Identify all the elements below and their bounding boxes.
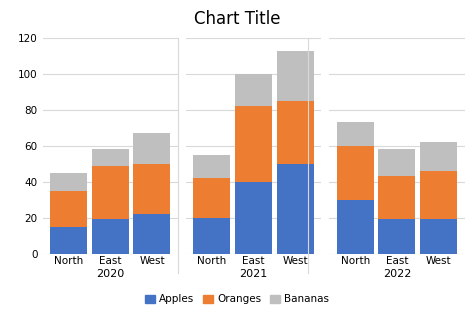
Bar xyxy=(420,219,457,254)
Bar xyxy=(50,227,87,254)
X-axis label: 2020: 2020 xyxy=(96,269,124,279)
Bar xyxy=(277,51,314,101)
Bar xyxy=(193,218,230,254)
Bar xyxy=(378,176,415,219)
Bar xyxy=(134,164,171,214)
X-axis label: 2022: 2022 xyxy=(383,269,411,279)
Bar xyxy=(92,149,129,165)
X-axis label: 2021: 2021 xyxy=(239,269,268,279)
Bar xyxy=(92,165,129,219)
Bar xyxy=(378,149,415,176)
Bar xyxy=(50,173,87,191)
Bar xyxy=(134,214,171,254)
Legend: Apples, Oranges, Bananas: Apples, Oranges, Bananas xyxy=(140,290,334,309)
Bar xyxy=(193,155,230,178)
Bar xyxy=(337,146,374,200)
Bar xyxy=(378,219,415,254)
Text: Chart Title: Chart Title xyxy=(194,10,280,28)
Bar xyxy=(235,74,272,106)
Bar xyxy=(134,133,171,164)
Bar xyxy=(420,171,457,219)
Bar xyxy=(92,219,129,254)
Bar xyxy=(420,142,457,171)
Bar xyxy=(235,182,272,254)
Bar xyxy=(337,200,374,254)
Bar xyxy=(337,122,374,146)
Bar xyxy=(277,101,314,164)
Bar xyxy=(50,191,87,227)
Bar xyxy=(193,178,230,218)
Bar xyxy=(235,106,272,182)
Bar xyxy=(277,164,314,254)
